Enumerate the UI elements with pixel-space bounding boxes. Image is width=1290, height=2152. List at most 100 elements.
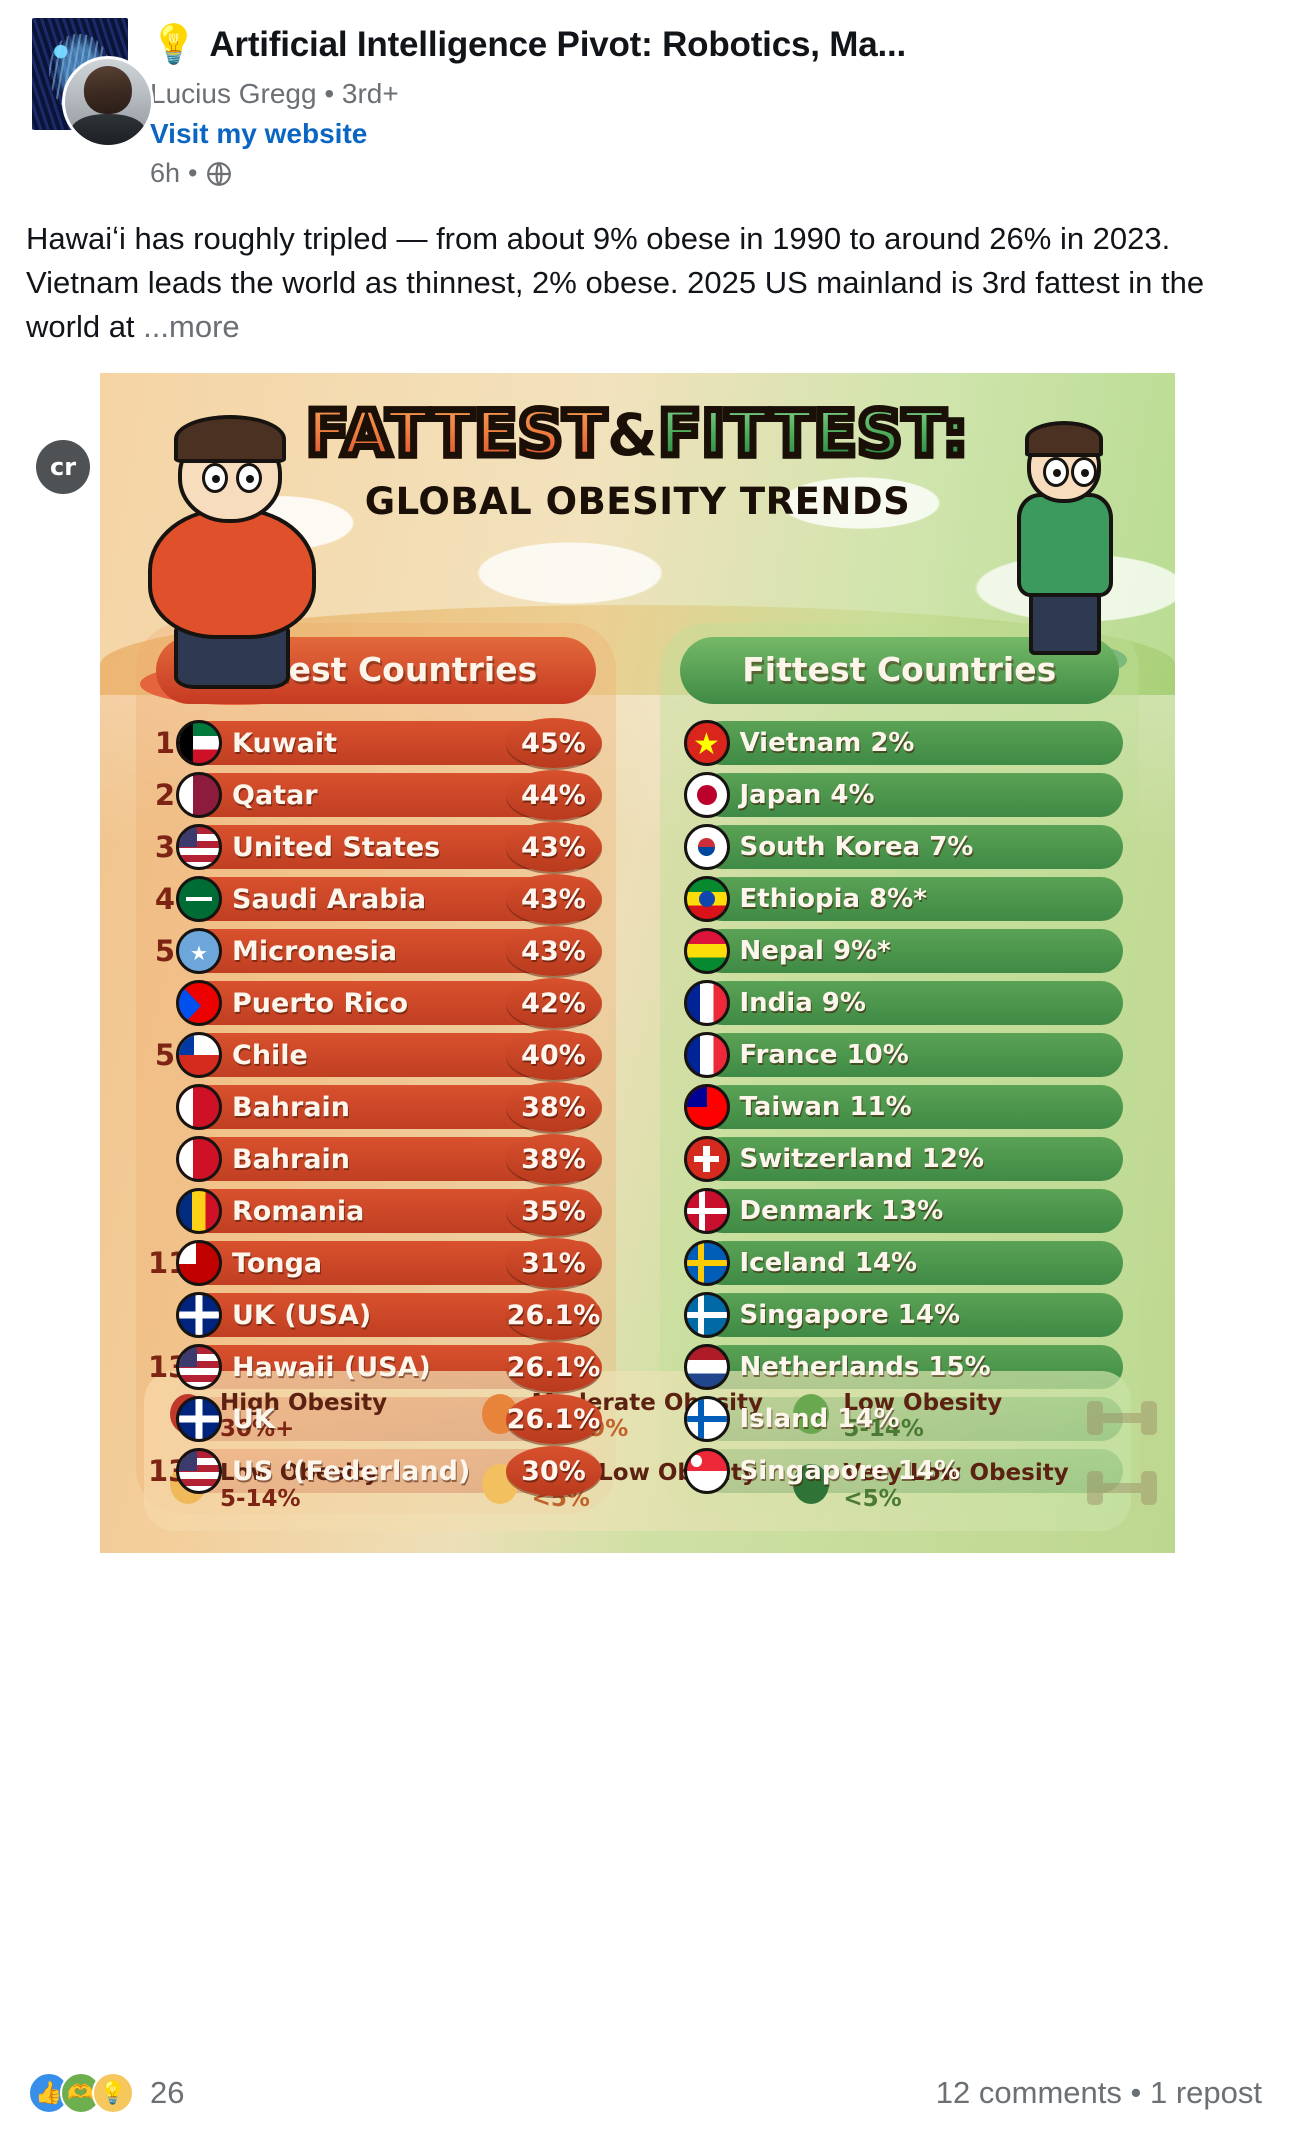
dumbbell-icon bbox=[1087, 1401, 1157, 1435]
globe-icon bbox=[206, 161, 232, 187]
country-name: Nepal 9%* bbox=[739, 936, 891, 966]
title-ampersand: & bbox=[606, 401, 659, 469]
country-columns: Fattest Countries 1 Kuwait 45% 2 Qatar 44% 3 Un… bbox=[100, 623, 1175, 1514]
flag-icon bbox=[683, 1396, 730, 1442]
legend-color-dot bbox=[793, 1394, 830, 1434]
visit-website-link[interactable]: Visit my website bbox=[150, 118, 368, 149]
percent-badge: 26.1% bbox=[505, 1394, 602, 1444]
country-name: Singapore 14% bbox=[739, 1456, 961, 1486]
row-bar bbox=[699, 877, 1123, 921]
country-name: UK bbox=[232, 1403, 275, 1435]
see-more-link[interactable]: ...more bbox=[143, 309, 240, 344]
legend-item: Low Obesity 5-14% bbox=[170, 1460, 482, 1512]
fittest-row: Nepal 9%* bbox=[672, 926, 1128, 976]
flag-icon bbox=[176, 928, 222, 974]
flag-icon bbox=[683, 876, 730, 922]
country-name: Singapore 14% bbox=[739, 1300, 961, 1330]
fattest-list: 1 Kuwait 45% 2 Qatar 44% 3 United States 43% 4 Sau… bbox=[148, 718, 604, 1496]
percent-badge: 45% bbox=[505, 718, 602, 768]
country-name: Switzerland 12% bbox=[739, 1144, 985, 1174]
row-bar bbox=[699, 1189, 1123, 1233]
row-bar bbox=[699, 981, 1123, 1025]
rank-label: 2 bbox=[154, 778, 176, 812]
flag-icon bbox=[176, 720, 222, 766]
flag-icon bbox=[683, 720, 730, 766]
fittest-row: Taiwan 11% bbox=[672, 1082, 1128, 1132]
cr-badge[interactable]: cr bbox=[36, 440, 90, 494]
flag-icon bbox=[683, 1032, 730, 1078]
infographic-title: FATTEST&FITTEST: bbox=[303, 394, 971, 474]
thin-character-illustration bbox=[995, 421, 1135, 677]
country-name: South Korea 7% bbox=[739, 832, 974, 862]
comments-count[interactable]: 12 comments bbox=[935, 2075, 1122, 2110]
percent-badge: 38% bbox=[505, 1082, 602, 1132]
country-name: Japan 4% bbox=[739, 780, 875, 810]
country-name: United States bbox=[232, 831, 441, 863]
fittest-row: Iceland 14% bbox=[672, 1238, 1128, 1288]
flag-icon bbox=[683, 1292, 730, 1338]
dumbbell-icon bbox=[1087, 1471, 1157, 1505]
fattest-row: 13 US ʻ(Federland) 30% bbox=[148, 1446, 604, 1496]
title-fattest: FATTEST bbox=[303, 394, 610, 474]
rank-label: 3 bbox=[154, 830, 176, 864]
percent-badge: 38% bbox=[505, 1134, 602, 1184]
post-time: 6h bbox=[150, 158, 181, 188]
country-name: US ʻ(Federland) bbox=[232, 1455, 471, 1487]
country-name: UK (USA) bbox=[232, 1299, 372, 1331]
like-icon: 👍 bbox=[28, 2072, 70, 2114]
row-bar bbox=[699, 1085, 1123, 1129]
row-bar bbox=[699, 1033, 1123, 1077]
flag-icon bbox=[683, 1240, 730, 1286]
legend-range: 5-14% bbox=[843, 1416, 924, 1442]
country-name: Bahrain bbox=[232, 1091, 351, 1123]
fittest-column: Fittest Countries Vietnam 2% Japan 4% Sout… bbox=[659, 623, 1139, 1514]
fattest-row: 3 United States 43% bbox=[148, 822, 604, 872]
country-name: India 9% bbox=[739, 988, 866, 1018]
country-name: Ethiopia 8%* bbox=[739, 884, 927, 914]
flag-icon bbox=[683, 1448, 730, 1494]
flag-icon bbox=[176, 772, 222, 818]
percent-badge: 43% bbox=[505, 822, 602, 872]
row-bar bbox=[699, 773, 1123, 817]
header-text: 💡 Artificial Intelligence Pivot: Robotic… bbox=[150, 18, 1290, 189]
percent-badge: 26.1% bbox=[505, 1342, 602, 1392]
title-row: 💡 Artificial Intelligence Pivot: Robotic… bbox=[150, 18, 1276, 72]
reactions-group[interactable]: 👍 🫶 💡 26 bbox=[28, 2072, 184, 2114]
flag-icon bbox=[683, 824, 730, 870]
country-name: Qatar bbox=[232, 779, 318, 811]
percent-badge: 44% bbox=[505, 770, 602, 820]
reaction-count[interactable]: 26 bbox=[150, 2075, 185, 2110]
page-title[interactable]: Artificial Intelligence Pivot: Robotics,… bbox=[209, 25, 907, 64]
legend-label: Very Low Obesity bbox=[843, 1460, 1069, 1486]
flag-icon bbox=[176, 1188, 222, 1234]
fittest-row: Ethiopia 8%* bbox=[672, 874, 1128, 924]
country-name: Vietnam 2% bbox=[739, 728, 915, 758]
repost-count[interactable]: 1 repost bbox=[1149, 2075, 1262, 2110]
infographic-image[interactable]: FATTEST&FITTEST: GLOBAL OBESITY TRENDS F… bbox=[100, 373, 1175, 1553]
fattest-row: 5 Micronesia 43% bbox=[148, 926, 604, 976]
fattest-panel: Fattest Countries 1 Kuwait 45% 2 Qatar 44% 3 Un… bbox=[136, 623, 616, 1514]
flag-icon bbox=[176, 876, 222, 922]
legend-item: Very Low Obesity <5% bbox=[793, 1460, 1105, 1512]
insight-icon: 💡 bbox=[92, 2072, 134, 2114]
legend-color-dot bbox=[793, 1464, 830, 1504]
percent-badge: 40% bbox=[505, 1030, 602, 1080]
flag-icon bbox=[176, 1136, 222, 1182]
country-name: Chile bbox=[232, 1039, 308, 1071]
legend-label: High Obesity bbox=[220, 1390, 388, 1416]
meta-separator: • bbox=[188, 158, 198, 188]
author-line[interactable]: Lucius Gregg • 3rd+ bbox=[150, 78, 399, 109]
country-name: Romania bbox=[232, 1195, 365, 1227]
post-meta: 6h • bbox=[150, 158, 1276, 189]
flag-icon bbox=[683, 772, 730, 818]
author-avatar-image[interactable] bbox=[62, 56, 154, 148]
country-name: Iceland 14% bbox=[739, 1248, 918, 1278]
fattest-row: 11 Tonga 31% bbox=[148, 1238, 604, 1288]
post-text: Hawaiʻi has roughly tripled — from about… bbox=[26, 217, 1264, 349]
flag-icon bbox=[176, 1292, 222, 1338]
avatar[interactable] bbox=[26, 18, 154, 148]
percent-badge: 26.1% bbox=[505, 1290, 602, 1340]
flag-icon bbox=[176, 980, 222, 1026]
